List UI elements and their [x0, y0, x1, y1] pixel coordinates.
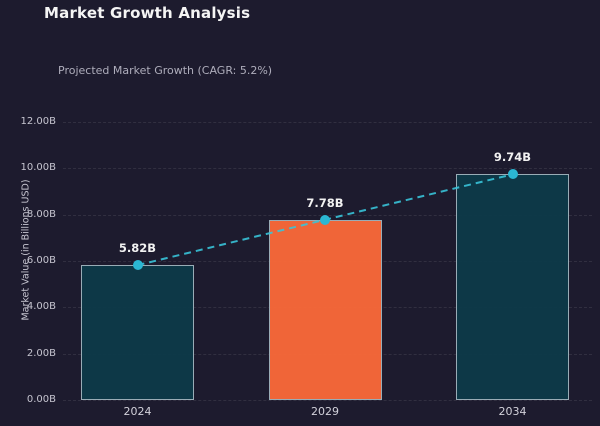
y-tick-label: 4.00B	[26, 301, 56, 313]
value-label-2034: 9.74B	[493, 150, 532, 165]
gridline-10.00B	[63, 168, 592, 170]
bar-2034	[456, 174, 569, 400]
data-point-marker-2029	[320, 214, 330, 225]
bar-2024	[81, 265, 194, 400]
chart-subtitle: Projected Market Growth (CAGR: 5.2%)	[58, 64, 273, 77]
y-tick-label: 12.00B	[20, 116, 57, 127]
y-tick-label: 6.00B	[26, 255, 56, 266]
x-tick-label-2034: 2034	[498, 405, 527, 418]
gridline-0.00B	[63, 400, 592, 401]
chart-title: Market Growth Analysis	[44, 4, 251, 22]
x-tick-label-2024: 2024	[123, 405, 152, 418]
y-tick-label: 0.00B	[26, 394, 56, 405]
gridline-12.00B	[63, 122, 592, 123]
data-point-marker-2034	[507, 169, 518, 180]
value-label-2029: 7.78B	[306, 195, 344, 210]
data-point-marker-2024	[132, 260, 143, 271]
bar-2029	[268, 219, 382, 400]
y-tick-label: 10.00B	[20, 162, 57, 174]
y-tick-label: 8.00B	[26, 208, 56, 220]
value-label-2024: 5.82B	[118, 241, 157, 256]
x-tick-label-2029: 2029	[311, 405, 339, 418]
y-tick-label: 2.00B	[26, 347, 56, 359]
